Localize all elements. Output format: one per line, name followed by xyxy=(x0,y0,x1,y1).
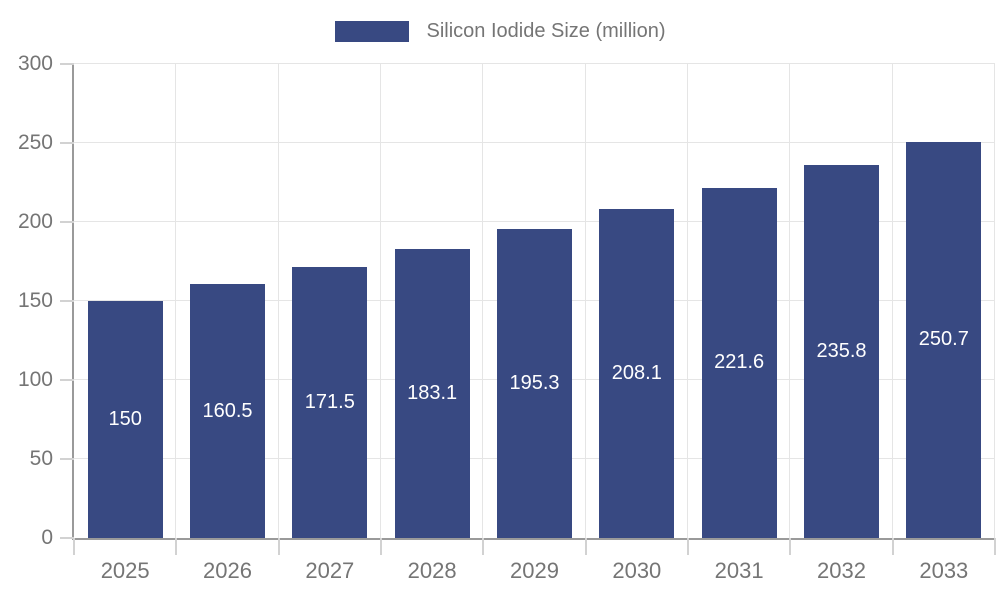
x-axis-tick-label: 2027 xyxy=(305,558,355,583)
bar-value-label: 235.8 xyxy=(816,340,867,363)
y-axis-tick xyxy=(60,142,74,144)
horizontal-gridline xyxy=(74,221,995,223)
bar-value-label: 183.1 xyxy=(407,381,458,404)
bar[interactable]: 171.5 xyxy=(292,267,368,538)
vertical-gridline xyxy=(789,64,791,538)
bar[interactable]: 195.3 xyxy=(497,229,572,538)
x-axis-tick xyxy=(482,538,485,555)
x-axis-tick xyxy=(175,538,178,555)
legend-label[interactable]: Silicon Iodide Size (million) xyxy=(426,19,666,42)
y-axis-tick-label: 0 xyxy=(41,526,53,549)
x-axis-tick xyxy=(994,538,996,555)
bar-value-label: 195.3 xyxy=(509,372,560,395)
x-axis-tick xyxy=(379,538,382,555)
vertical-gridline xyxy=(482,64,484,538)
x-axis-tick-label: 2032 xyxy=(817,558,866,583)
bar-value-label: 250.7 xyxy=(918,328,969,351)
y-axis-tick xyxy=(60,63,74,65)
horizontal-gridline xyxy=(74,142,995,143)
bar[interactable]: 235.8 xyxy=(804,165,879,538)
y-axis-tick xyxy=(60,221,74,224)
vertical-gridline xyxy=(584,64,586,538)
vertical-gridline xyxy=(175,64,177,538)
bar[interactable]: 221.6 xyxy=(701,187,777,538)
x-axis-tick xyxy=(891,538,894,555)
x-axis-tick-label: 2030 xyxy=(612,558,662,583)
y-axis-tick-label: 200 xyxy=(17,210,53,234)
x-axis-tick-label: 2029 xyxy=(510,558,559,583)
legend: Silicon Iodide Size (million) xyxy=(0,17,1000,45)
bar-value-label: 221.6 xyxy=(714,351,765,374)
bar-value-label: 160.5 xyxy=(202,399,253,422)
x-axis-tick-label: 2033 xyxy=(919,558,969,583)
y-axis-tick xyxy=(60,537,74,539)
plot-area: 0 50 100 150 200 250 300 2025 150 2026 160.5 2027 17… xyxy=(18,52,996,583)
y-axis-tick xyxy=(60,300,74,302)
x-axis-tick xyxy=(789,538,792,555)
x-axis-tick xyxy=(277,538,280,555)
y-axis-tick xyxy=(60,458,74,461)
bar[interactable]: 183.1 xyxy=(394,248,470,538)
horizontal-gridline xyxy=(74,63,995,64)
y-axis-tick xyxy=(60,379,74,382)
bar-value-label: 208.1 xyxy=(611,362,662,385)
y-axis-tick-label: 250 xyxy=(17,131,53,154)
y-axis-tick-label: 150 xyxy=(17,289,53,312)
x-axis-tick xyxy=(73,538,75,555)
bar-value-label: 171.5 xyxy=(304,391,355,414)
vertical-gridline xyxy=(277,64,279,538)
vertical-gridline xyxy=(994,64,995,538)
bar[interactable]: 160.5 xyxy=(190,284,265,538)
legend-swatch[interactable] xyxy=(334,20,409,42)
y-axis-tick-label: 300 xyxy=(17,52,53,75)
x-axis-tick xyxy=(584,538,587,555)
bar[interactable]: 208.1 xyxy=(599,209,675,538)
bar[interactable]: 250.7 xyxy=(906,141,982,538)
bar-value-label: 150 xyxy=(108,408,142,430)
y-axis-tick-label: 50 xyxy=(29,447,53,471)
x-axis-tick-label: 2028 xyxy=(407,558,457,583)
x-axis-tick-label: 2031 xyxy=(714,558,764,583)
vertical-gridline xyxy=(686,64,688,538)
x-axis-tick xyxy=(686,538,689,555)
x-axis-tick-label: 2026 xyxy=(203,558,252,583)
vertical-gridline xyxy=(891,64,893,538)
x-axis-tick-label: 2025 xyxy=(100,558,150,583)
y-axis-tick-label: 100 xyxy=(17,368,53,392)
bar[interactable]: 150 xyxy=(87,301,163,538)
vertical-gridline xyxy=(379,64,381,538)
